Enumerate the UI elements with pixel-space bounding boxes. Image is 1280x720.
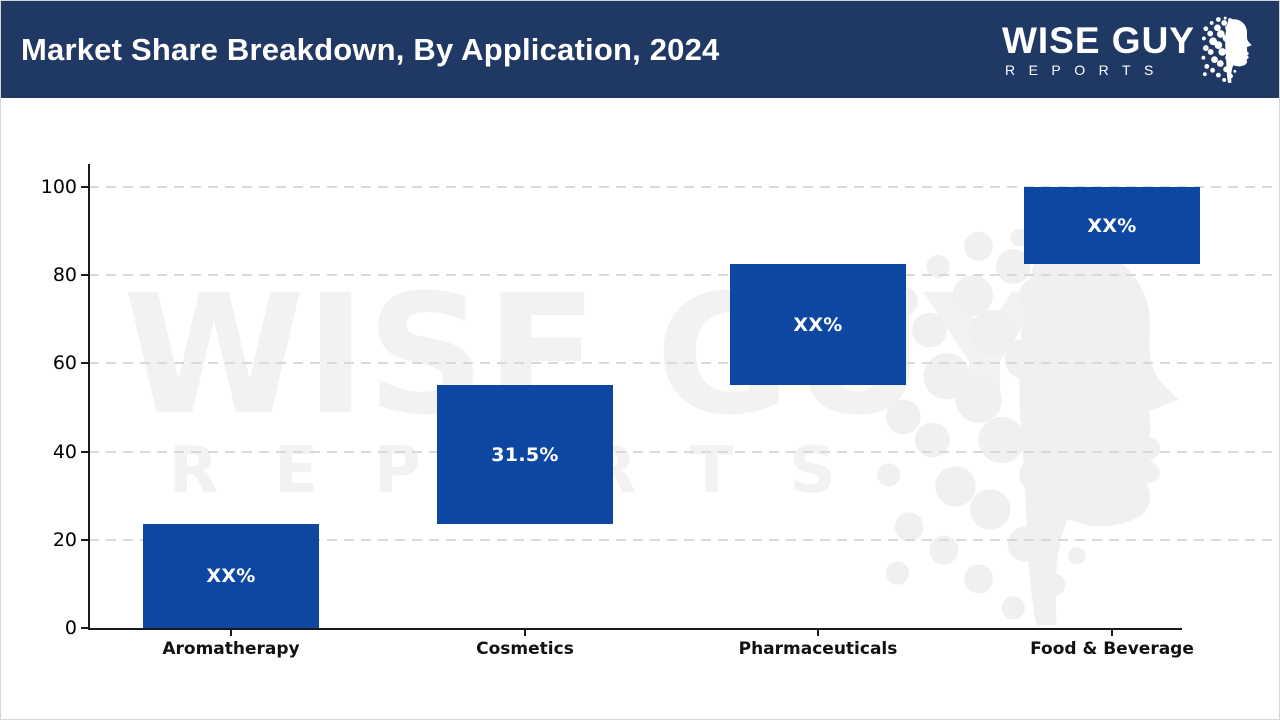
- bar-food-beverage: XX%: [1024, 187, 1200, 265]
- x-tick-1: [230, 630, 232, 636]
- bar-value-label: XX%: [793, 313, 843, 336]
- x-tick-3: [817, 630, 819, 636]
- wiseguy-logo: WISE GUY REPORTS: [1002, 14, 1259, 86]
- category-label-2: Cosmetics: [476, 639, 574, 659]
- chart-title: Market Share Breakdown, By Application, …: [21, 31, 720, 67]
- header-bar: Market Share Breakdown, By Application, …: [1, 1, 1279, 98]
- x-axis-spine: [88, 628, 1182, 630]
- y-tick-100: [81, 186, 89, 188]
- y-axis-spine: [88, 164, 90, 630]
- gridline-100: [89, 186, 1273, 188]
- bar-cosmetics: 31.5%: [437, 385, 613, 525]
- gridline-40: [89, 450, 1273, 453]
- logo-reports-text: REPORTS: [1004, 62, 1167, 78]
- y-tick-80: [81, 274, 89, 277]
- bar-aromatherapy: XX%: [143, 524, 319, 628]
- y-tick-label-60: 60: [52, 352, 77, 375]
- category-label-4: Food & Beverage: [1030, 639, 1194, 659]
- y-tick-label-40: 40: [52, 440, 77, 463]
- y-tick-label-20: 20: [52, 528, 77, 551]
- gridline-80: [89, 274, 1273, 277]
- wiseguy-logo-text: WISE GUY REPORTS: [1002, 22, 1195, 77]
- y-tick-label-100: 100: [40, 176, 77, 198]
- bar-value-label: XX%: [206, 565, 256, 588]
- y-tick-0: [81, 627, 89, 629]
- logo-wise-guy-text: WISE GUY: [1001, 20, 1195, 61]
- x-tick-2: [524, 630, 526, 636]
- bar-value-label: XX%: [1087, 214, 1137, 237]
- bar-value-label: 31.5%: [491, 443, 559, 466]
- category-label-1: Aromatherapy: [162, 639, 300, 659]
- bar-pharmaceuticals: XX%: [730, 264, 906, 386]
- y-tick-label-80: 80: [52, 264, 77, 287]
- gridline-60: [89, 362, 1273, 365]
- y-tick-40: [81, 450, 89, 453]
- x-tick-4: [1111, 630, 1113, 636]
- y-tick-20: [81, 538, 89, 541]
- y-tick-label-0: 0: [64, 617, 77, 639]
- category-label-3: Pharmaceuticals: [738, 639, 898, 659]
- y-tick-60: [81, 362, 89, 365]
- gridline-20: [89, 538, 1273, 541]
